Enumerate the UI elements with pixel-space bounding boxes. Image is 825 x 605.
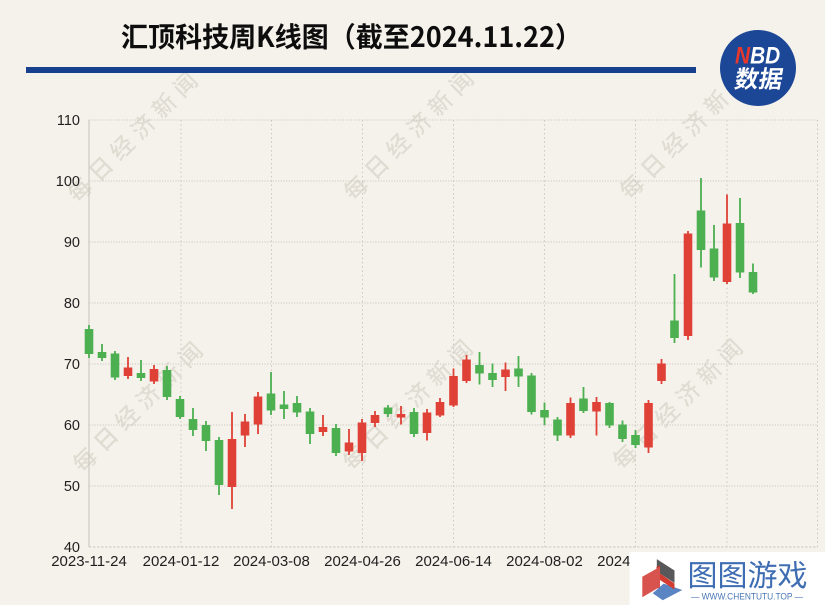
svg-text:2023-11-24: 2023-11-24 bbox=[51, 553, 127, 570]
svg-text:100: 100 bbox=[56, 174, 80, 190]
svg-text:2024-06-14: 2024-06-14 bbox=[415, 553, 492, 570]
svg-text:40: 40 bbox=[64, 540, 80, 556]
svg-text:110: 110 bbox=[57, 113, 80, 129]
svg-text:— WWW.CHENTUTU.TOP —: — WWW.CHENTUTU.TOP — bbox=[691, 592, 803, 603]
svg-text:2024-03-08: 2024-03-08 bbox=[233, 553, 310, 570]
svg-text:2024-04-26: 2024-04-26 bbox=[324, 553, 401, 570]
svg-text:60: 60 bbox=[64, 418, 80, 434]
svg-text:NBD: NBD bbox=[735, 42, 780, 69]
svg-text:90: 90 bbox=[64, 235, 80, 251]
svg-text:70: 70 bbox=[64, 357, 80, 373]
svg-text:50: 50 bbox=[64, 479, 80, 495]
svg-text:2024-01-12: 2024-01-12 bbox=[143, 553, 220, 570]
svg-text:80: 80 bbox=[64, 296, 80, 312]
svg-text:2024-08-02: 2024-08-02 bbox=[506, 553, 583, 570]
